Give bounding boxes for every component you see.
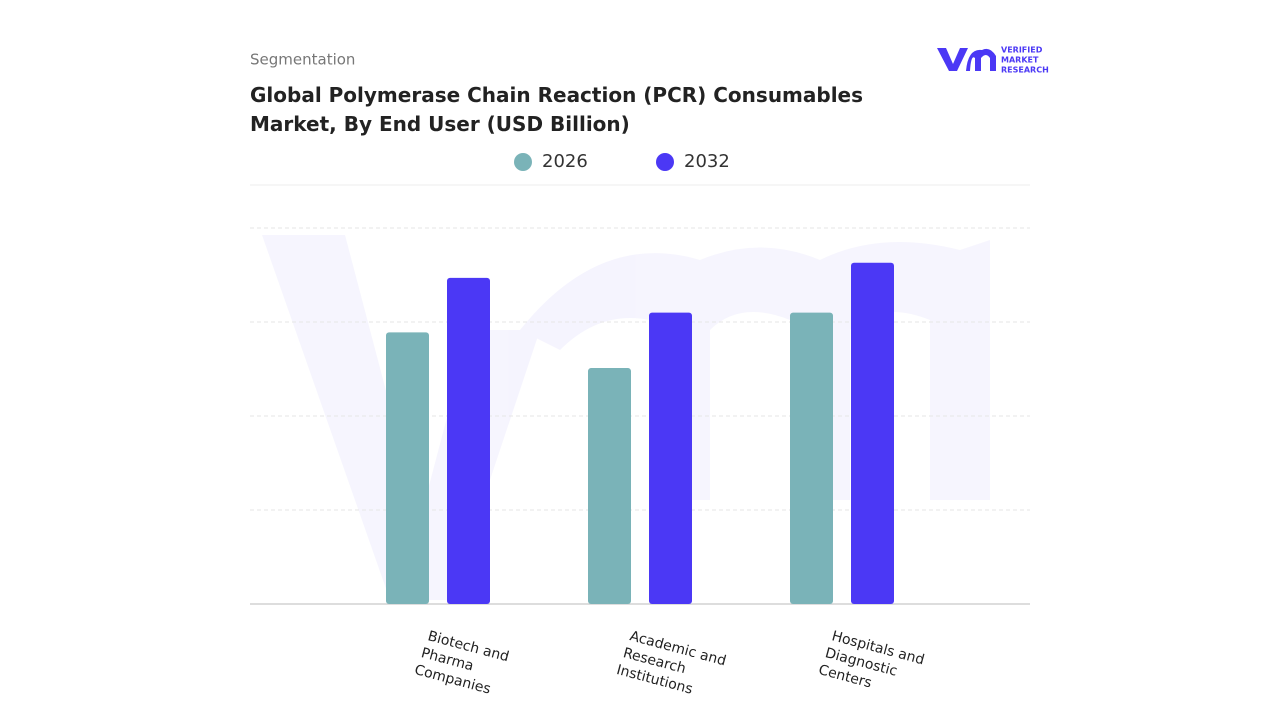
- bar: [588, 368, 631, 604]
- legend-swatch: [514, 153, 532, 171]
- logo-text: VERIFIED: [1001, 46, 1043, 55]
- subtitle: Segmentation: [250, 51, 355, 69]
- logo-text: RESEARCH: [1001, 66, 1049, 75]
- logo: VERIFIED MARKET RESEARCH: [937, 46, 1049, 75]
- bar: [649, 312, 692, 604]
- chart-title: Global Polymerase Chain Reaction (PCR) C…: [250, 83, 863, 136]
- bar: [447, 277, 490, 604]
- legend-label: 2026: [542, 151, 588, 172]
- bar: [851, 262, 894, 604]
- x-tick-label: Hospitals andDiagnosticCenters: [817, 627, 926, 703]
- x-tick-label: Biotech andPharmaCompanies: [413, 627, 511, 700]
- bar: [386, 332, 429, 604]
- bar: [790, 312, 833, 604]
- legend-label: 2032: [684, 151, 730, 172]
- logo-text: MARKET: [1001, 56, 1039, 65]
- x-tick-label: Academic andResearchInstitutions: [615, 627, 728, 704]
- legend-swatch: [656, 153, 674, 171]
